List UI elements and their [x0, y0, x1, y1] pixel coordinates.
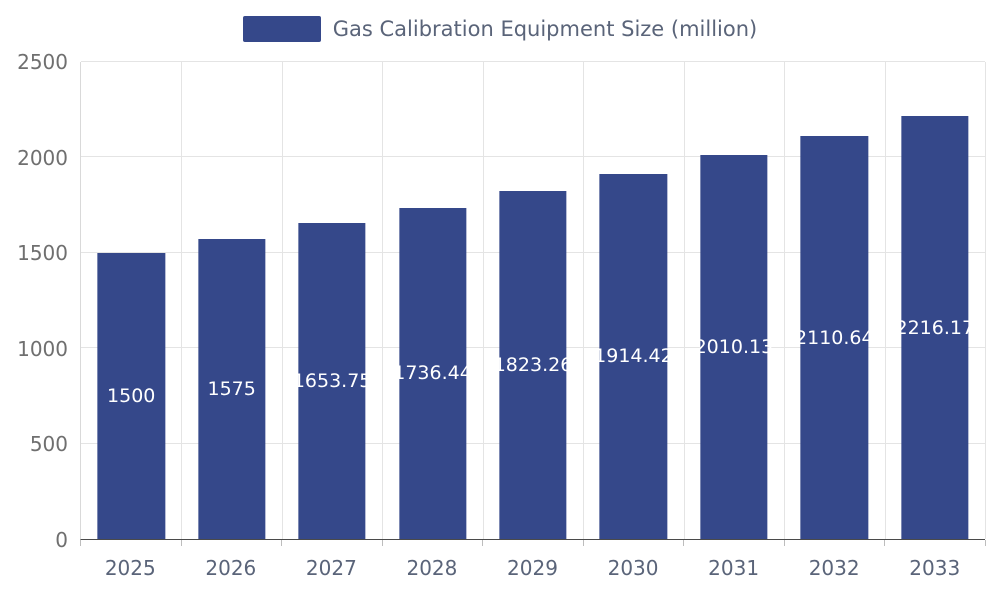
- x-tick-mark: [180, 540, 182, 546]
- v-gridline: [382, 62, 384, 539]
- bar[interactable]: 1575: [198, 238, 266, 539]
- bar-value-label: 2216.17: [895, 316, 975, 339]
- v-gridline: [583, 62, 585, 539]
- y-axis-label: 500: [29, 432, 68, 457]
- bar[interactable]: 1736.44: [393, 207, 472, 539]
- legend[interactable]: Gas Calibration Equipment Size (million): [0, 16, 1000, 42]
- v-gridline: [985, 62, 986, 539]
- x-tick-mark: [884, 540, 886, 546]
- bar[interactable]: 1823.26: [494, 191, 572, 539]
- bar[interactable]: 1914.42: [594, 173, 673, 539]
- x-axis-label: 2030: [607, 556, 659, 580]
- y-axis-label: 2000: [17, 145, 68, 170]
- x-axis-label: 2028: [406, 556, 458, 580]
- v-gridline: [784, 62, 786, 539]
- x-tick-mark: [381, 540, 383, 546]
- v-gridline: [482, 62, 484, 539]
- bar-value-label: 1575: [207, 377, 256, 400]
- v-gridline: [281, 62, 283, 539]
- x-axis-label: 2031: [708, 556, 760, 580]
- bar-value-label: 1736.44: [393, 362, 472, 385]
- x-axis-label: 2025: [104, 556, 156, 580]
- v-gridline: [181, 62, 183, 539]
- y-axis-label: 0: [55, 528, 68, 552]
- x-tick-mark: [783, 540, 785, 546]
- bar[interactable]: 1500: [97, 252, 165, 539]
- x-tick-mark: [582, 540, 584, 546]
- bar-value-label: 1914.42: [594, 345, 673, 368]
- bar-value-label: 1653.75: [292, 370, 372, 393]
- x-tick-mark: [281, 540, 283, 546]
- bar[interactable]: 2216.17: [895, 116, 974, 539]
- v-gridline: [683, 62, 685, 539]
- v-gridline: [884, 62, 886, 539]
- bar-value-label: 2110.64: [795, 326, 874, 349]
- y-axis-label: 1500: [17, 241, 68, 266]
- x-axis: 2025 2026 2027 2028 2029 2030 2031 2032 2033: [80, 540, 986, 592]
- bar-value-label: 1500: [107, 384, 156, 407]
- y-axis-label: 1000: [17, 336, 68, 361]
- x-axis-label: 2026: [205, 556, 257, 580]
- x-axis-label: 2027: [305, 556, 357, 580]
- x-axis-label: 2033: [909, 556, 961, 580]
- h-gridline: [81, 61, 985, 62]
- x-tick-mark: [683, 540, 685, 546]
- y-axis: 0 500 1000 1500 2000 2500: [0, 50, 68, 552]
- x-axis-label: 2029: [507, 556, 558, 580]
- x-tick-mark: [80, 540, 81, 546]
- bar[interactable]: 1653.75: [293, 223, 371, 539]
- bar-value-label: 1823.26: [493, 354, 573, 377]
- x-tick-mark: [985, 540, 986, 546]
- x-axis-label: 2032: [808, 556, 860, 580]
- bar[interactable]: 2010.13: [695, 155, 773, 539]
- bar-value-label: 2010.13: [694, 336, 774, 359]
- legend-swatch: [242, 16, 321, 42]
- h-gridline: [81, 156, 985, 158]
- legend-label: Gas Calibration Equipment Size (million): [332, 17, 758, 41]
- x-tick-mark: [482, 540, 484, 546]
- y-axis-label: 2500: [17, 50, 68, 74]
- plot-area: 1500 1575 1653.75 1736.44 1823.26 1914.42 2010…: [80, 61, 986, 540]
- bar[interactable]: 2110.64: [795, 136, 874, 539]
